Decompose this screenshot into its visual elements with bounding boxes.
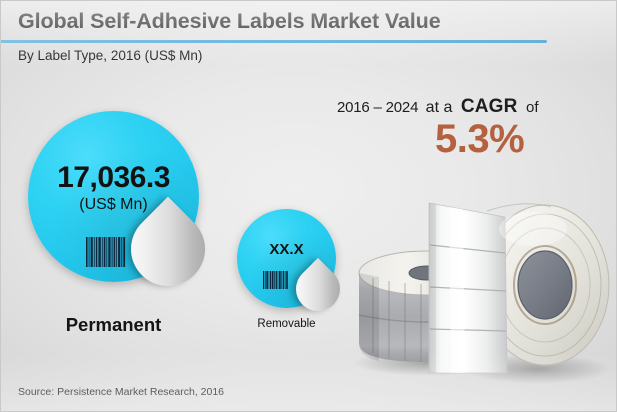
source-note: Source: Persistence Market Research, 201… [18, 386, 225, 398]
page-subtitle: By Label Type, 2016 (US$ Mn) [18, 48, 203, 63]
label-rolls-illustration [353, 202, 611, 384]
cagr-of-label: of [526, 99, 539, 116]
barcode-icon [263, 271, 288, 289]
cagr-keyword: CAGR [460, 96, 518, 117]
cagr-period: 2016 – 2024 [337, 99, 419, 116]
cagr-statement: 2016 – 2024 at a CAGR of [337, 97, 539, 116]
caption-permanent: Permanent [65, 314, 162, 335]
cagr-value: 5.3% [435, 117, 525, 161]
title-divider [1, 40, 547, 43]
removable-value: XX.X [269, 241, 304, 258]
label-roll-right [428, 202, 610, 374]
sticker-permanent: 17,036.3 (US$ Mn) [28, 111, 221, 302]
label-rolls-image [337, 177, 616, 387]
permanent-value: 17,036.3 [57, 161, 170, 194]
caption-removable: Removable [257, 318, 316, 330]
page-title: Global Self-Adhesive Labels Market Value [18, 9, 441, 33]
barcode-icon [86, 237, 126, 267]
cagr-at-a-label: at a [425, 99, 453, 116]
sticker-removable: XX.X [237, 209, 350, 321]
